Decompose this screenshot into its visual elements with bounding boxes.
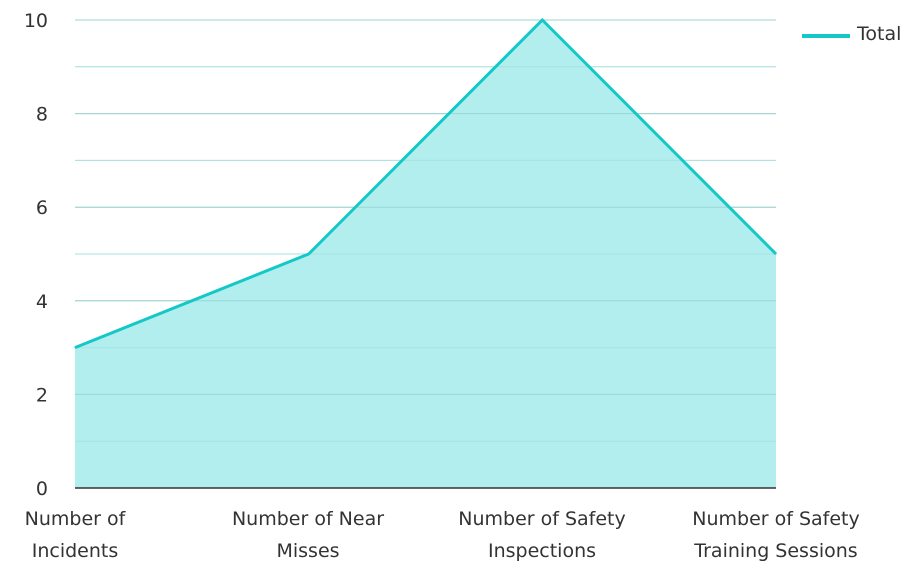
- legend-label-total: Total: [856, 23, 901, 45]
- x-tick-label-line: Incidents: [32, 540, 119, 562]
- data-point-total-1: [308, 253, 310, 255]
- data-point-total-2: [541, 19, 543, 21]
- x-tick-label-line: Misses: [276, 540, 339, 562]
- x-tick-label-line: Number of: [25, 508, 127, 530]
- data-point-total-3: [775, 253, 777, 255]
- x-tick-label: Number of Safety Inspections: [458, 508, 626, 562]
- x-tick-label-line: Training Sessions: [693, 540, 857, 562]
- y-tick-label: 6: [36, 197, 48, 219]
- x-tick-label: Number of Near Misses: [232, 508, 384, 562]
- y-axis-tick-labels: 0 2 4 6 8 10: [24, 10, 48, 500]
- y-tick-label: 8: [36, 104, 48, 126]
- y-tick-label: 10: [24, 10, 48, 32]
- x-tick-label: Number of Safety Training Sessions: [692, 508, 860, 562]
- x-tick-label-line: Number of Safety: [692, 508, 860, 530]
- x-tick-label: Number of Incidents: [25, 508, 127, 562]
- legend[interactable]: Total: [802, 23, 901, 45]
- y-tick-label: 4: [36, 291, 48, 313]
- x-tick-label-line: Number of Near: [232, 508, 384, 530]
- x-tick-label-line: Inspections: [488, 540, 596, 562]
- area-series: [74, 17, 778, 488]
- data-point-total-0: [74, 347, 76, 349]
- series-line-total: [74, 17, 778, 349]
- y-tick-label: 2: [36, 384, 48, 406]
- x-tick-label-line: Number of Safety: [458, 508, 626, 530]
- y-tick-label: 0: [36, 478, 48, 500]
